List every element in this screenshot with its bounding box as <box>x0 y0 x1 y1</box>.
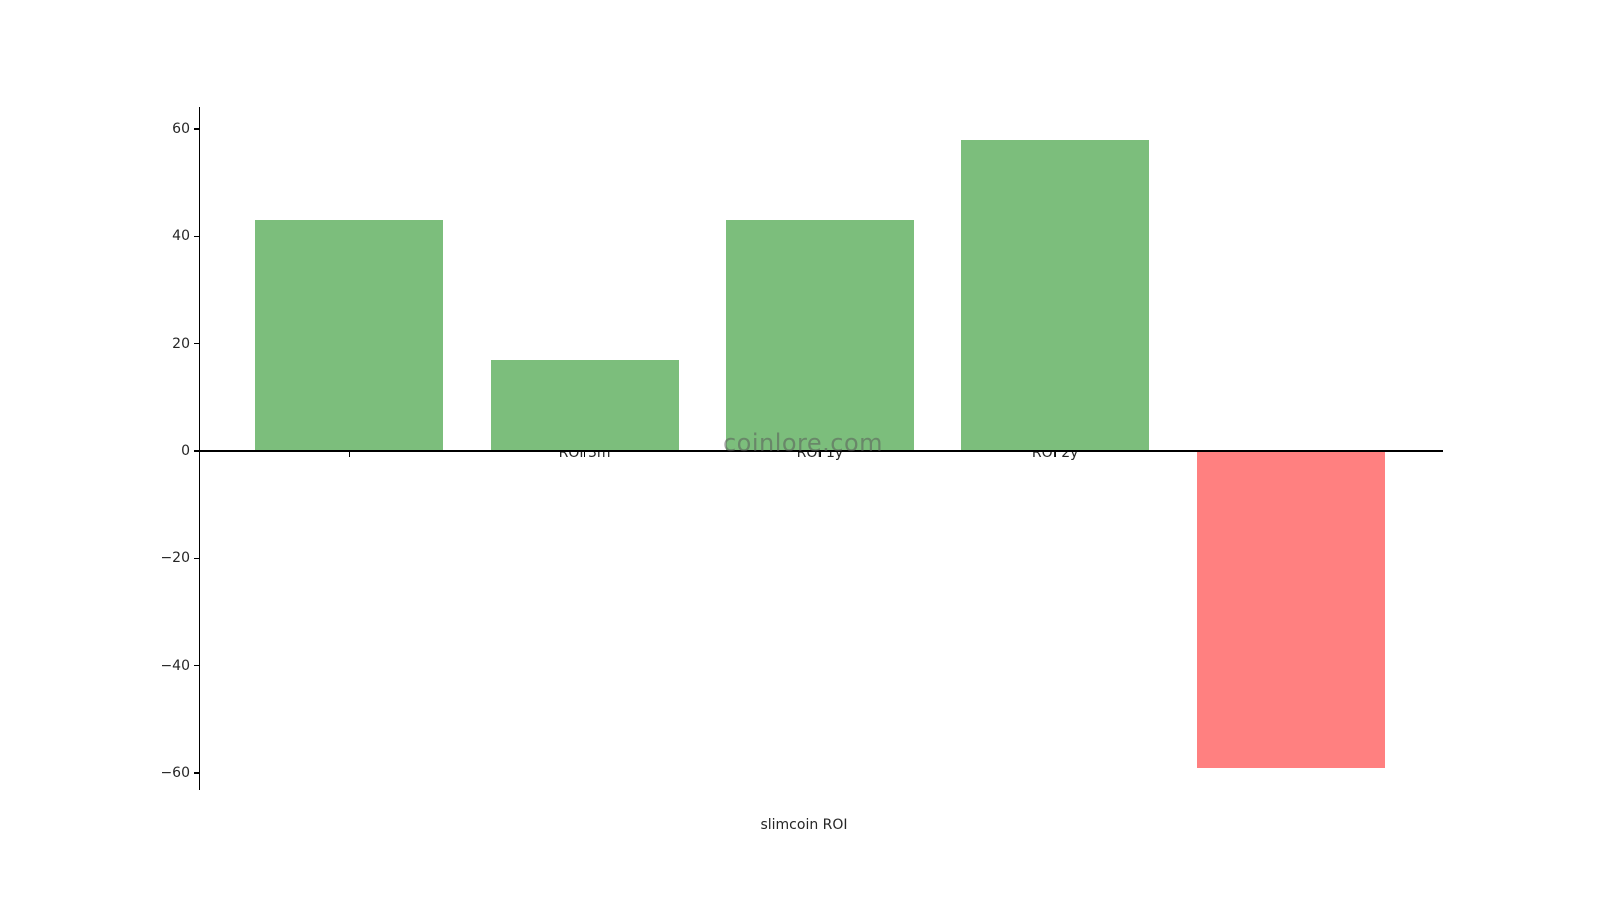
x-axis-line <box>198 450 1443 452</box>
y-axis-tick <box>194 235 200 238</box>
x-axis-tick <box>819 451 821 457</box>
y-axis-tick <box>194 664 200 667</box>
y-tick-label: −60 <box>160 765 190 781</box>
y-axis-tick <box>194 450 200 452</box>
y-axis-line <box>198 107 200 790</box>
y-axis-tick <box>194 772 200 774</box>
x-axis-tick <box>1054 451 1056 457</box>
roi-bar <box>725 220 914 451</box>
roi-bar <box>1196 451 1385 768</box>
y-tick-label: −40 <box>160 657 190 674</box>
y-axis-tick <box>194 342 200 345</box>
y-tick-label: 20 <box>172 335 190 352</box>
y-tick-label: −20 <box>160 550 190 567</box>
y-tick-label: 0 <box>181 443 190 459</box>
y-axis-tick <box>194 128 200 130</box>
roi-bar <box>490 359 679 451</box>
roi-bar <box>961 139 1150 451</box>
watermark: coinlore.com <box>722 429 884 457</box>
y-tick-label: 60 <box>172 120 190 137</box>
chart-x-axis-title: slimcoin ROI <box>760 817 848 833</box>
x-axis-tick <box>348 451 351 457</box>
x-axis-tick <box>583 451 586 457</box>
y-tick-label: 40 <box>172 228 190 245</box>
roi-bar <box>255 220 444 451</box>
y-axis-tick <box>194 557 200 560</box>
